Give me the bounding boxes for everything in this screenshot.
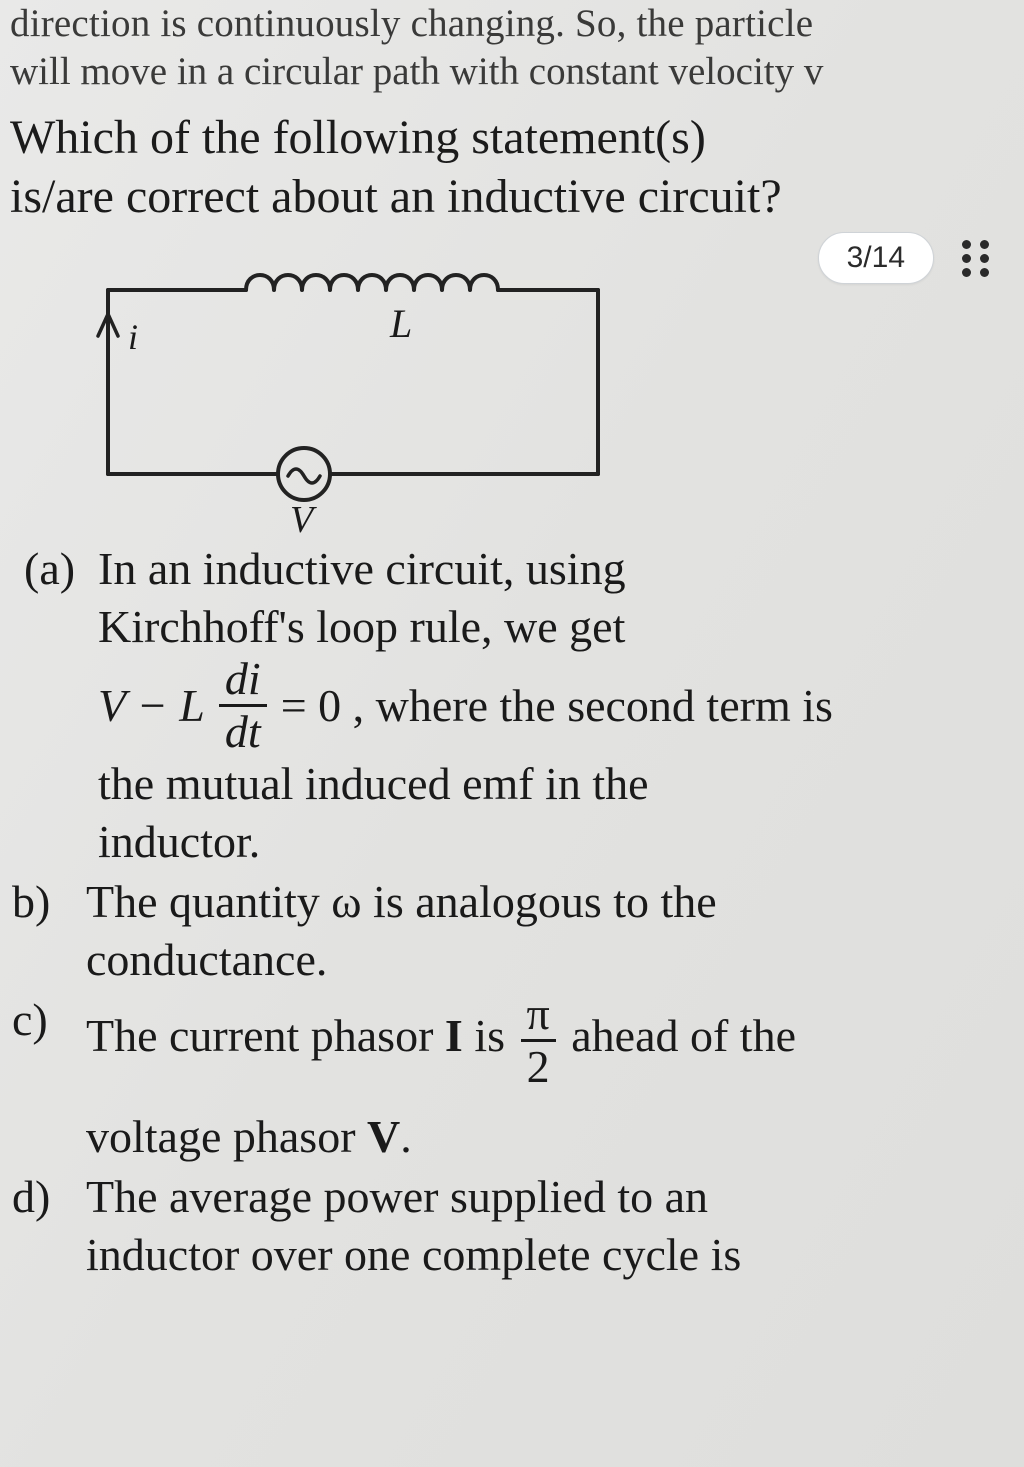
option-d-label: d): [10, 1168, 86, 1226]
eq-den: dt: [219, 707, 267, 755]
c-I: I: [445, 1010, 463, 1061]
option-b-line-1: The quantity ω is analogous to the: [86, 873, 1002, 931]
page-counter-text: 3/14: [847, 241, 905, 274]
question-line-1: Which of the following statement(s): [10, 109, 1002, 168]
option-a-line-5: inductor.: [98, 813, 1002, 871]
option-a-body: In an inductive circuit, using Kirchhoff…: [98, 540, 1002, 871]
option-a-line-1: In an inductive circuit, using: [98, 540, 1002, 598]
c-V: V: [367, 1111, 400, 1162]
question-text: Which of the following statement(s) is/a…: [10, 109, 1002, 226]
options-list: (a) In an inductive circuit, using Kirch…: [10, 540, 1002, 1284]
drag-handle-icon[interactable]: [954, 236, 998, 280]
option-b-body: The quantity ω is analogous to the condu…: [86, 873, 1002, 989]
option-c-line-2: voltage phasor V.: [86, 1108, 1002, 1166]
eq-fraction: di dt: [219, 656, 267, 755]
eq-num: di: [219, 656, 267, 707]
c-post: ahead of the: [560, 1010, 796, 1061]
c-mid: is: [463, 1010, 517, 1061]
intro-line-2: will move in a circular path with consta…: [10, 48, 1002, 96]
option-c-label: c): [10, 991, 86, 1049]
c-fraction: π 2: [521, 991, 556, 1090]
inductor-label-text: L: [390, 300, 412, 347]
option-d-line-2: inductor over one complete cycle is: [86, 1226, 1002, 1284]
intro-text: direction is continuously changing. So, …: [10, 0, 1002, 95]
page: direction is continuously changing. So, …: [0, 0, 1024, 1467]
c-num: π: [521, 991, 556, 1042]
option-a-line-2: Kirchhoff's loop rule, we get: [98, 598, 1002, 656]
page-counter-badge[interactable]: 3/14: [818, 232, 934, 284]
eq-pre: V − L: [98, 677, 205, 735]
question-line-2: is/are correct about an inductive circui…: [10, 168, 1002, 227]
option-d-body: The average power supplied to an inducto…: [86, 1168, 1002, 1284]
c-den: 2: [521, 1042, 556, 1090]
c-l2-post: .: [400, 1111, 412, 1162]
option-b: b) The quantity ω is analogous to the co…: [10, 873, 1002, 989]
intro-line-1: direction is continuously changing. So, …: [10, 0, 1002, 48]
option-a-equation: V − L di dt = 0 , where the second term …: [98, 656, 833, 755]
source-label-text: V: [290, 498, 313, 542]
option-c-body: The current phasor I is π 2 ahead of the…: [86, 991, 1002, 1166]
option-d: d) The average power supplied to an indu…: [10, 1168, 1002, 1284]
c-l2-pre: voltage phasor: [86, 1111, 367, 1162]
option-b-line-2: conductance.: [86, 931, 1002, 989]
option-c: c) The current phasor I is π 2 ahead of …: [10, 991, 1002, 1166]
page-indicator-row: 3/14: [818, 232, 998, 284]
c-pre: The current phasor: [86, 1010, 445, 1061]
circuit-diagram: i L V: [68, 244, 628, 534]
option-a: (a) In an inductive circuit, using Kirch…: [10, 540, 1002, 871]
option-a-label: (a): [10, 540, 98, 598]
option-c-line-1: The current phasor I is π 2 ahead of the: [86, 991, 1002, 1090]
eq-post: = 0 , where the second term is: [281, 677, 833, 735]
option-d-line-1: The average power supplied to an: [86, 1168, 1002, 1226]
option-b-label: b): [10, 873, 86, 931]
current-label-text: i: [128, 316, 138, 358]
option-a-equation-line: V − L di dt = 0 , where the second term …: [98, 656, 1002, 755]
option-a-line-4: the mutual induced emf in the: [98, 755, 1002, 813]
